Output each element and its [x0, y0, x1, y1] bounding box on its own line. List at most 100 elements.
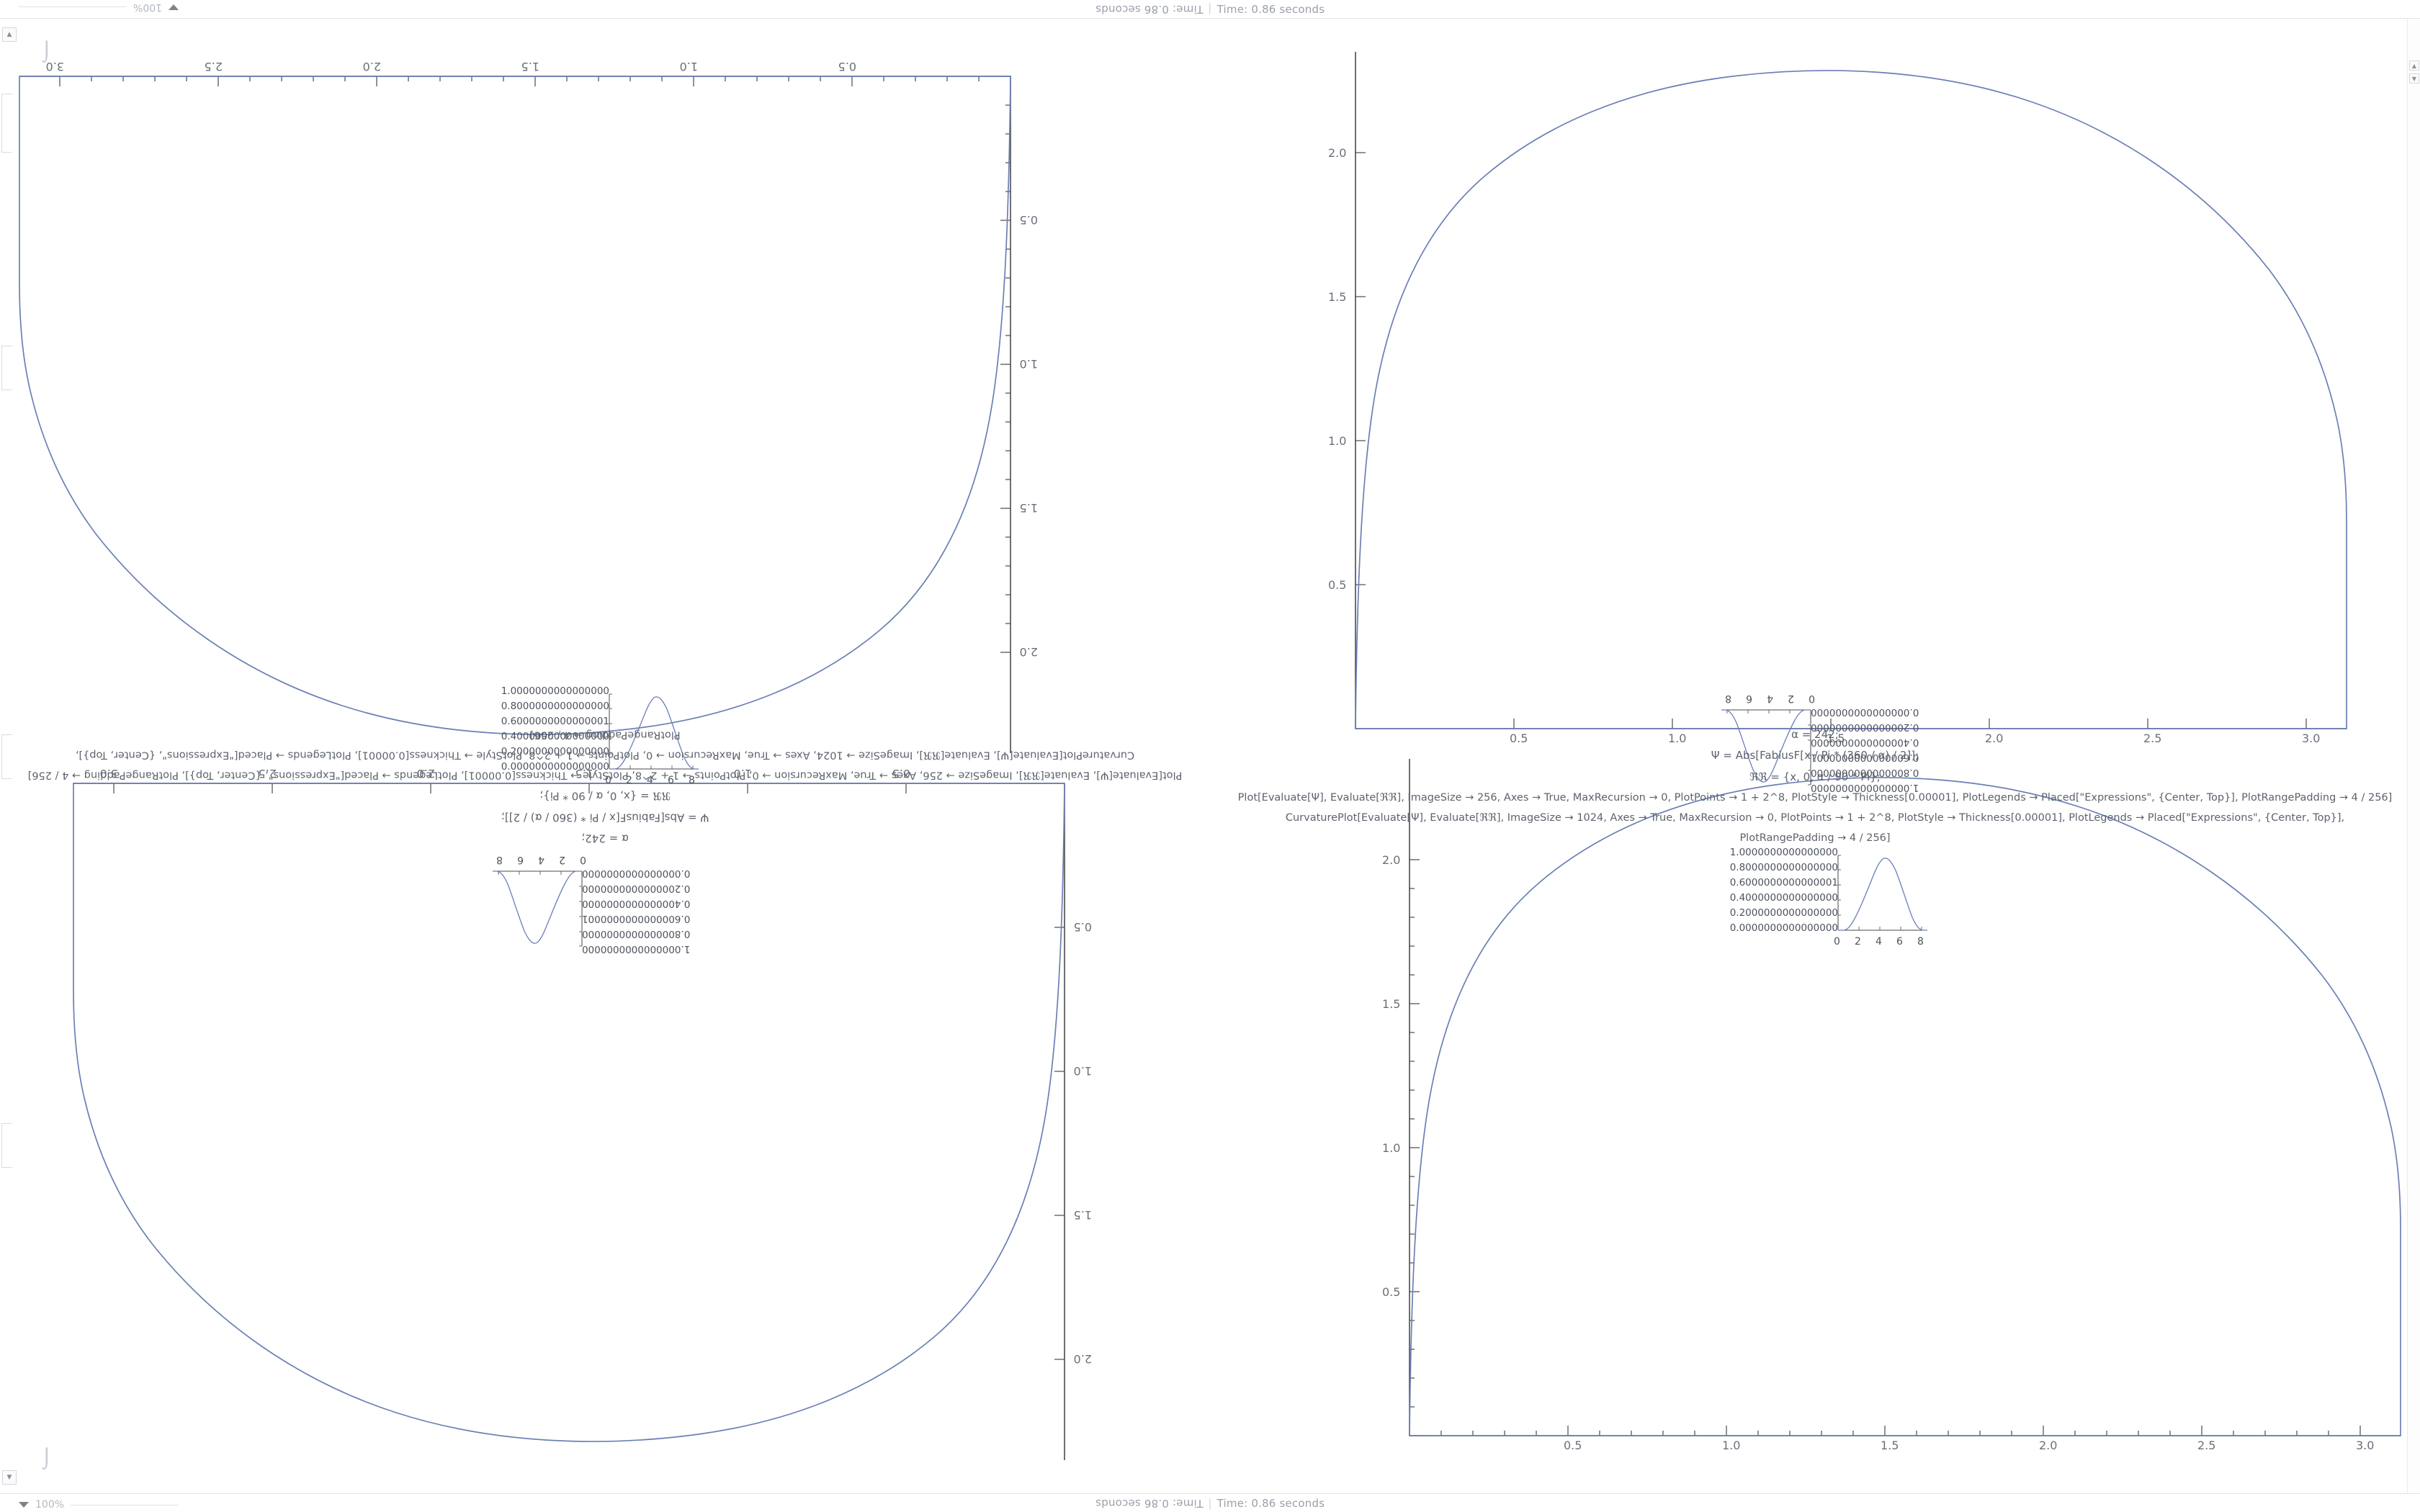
bottom-status-text: Time: 0.86 seconds [1216, 1496, 1325, 1510]
x-tick-label-5: 3.0 [2356, 1439, 2375, 1452]
y-tick-label-3: 2.0 [1382, 853, 1401, 867]
curve-path [19, 76, 1011, 735]
code-line-plot: Plot[Evaluate[Ψ], Evaluate[ℜℜ], ImageSiz… [1237, 791, 2393, 804]
bottom-status-bar: Time: 0.86 seconds | Time: 0.86 seconds [0, 1493, 2420, 1512]
scroll-down-arrow-icon: ▼ [2411, 75, 2417, 82]
code-line-padding: PlotRangePadding → 4 / 256] [1739, 832, 1891, 845]
cell-bracket-top[interactable]: ⌡ [42, 42, 52, 63]
curvature-plot-bottom[interactable]: 0.5 1.0 1.5 2.0 2.5 3.0 0.5 1.0 1.5 2.0 [1372, 756, 2402, 1466]
legend-thumbnail-svg [609, 693, 699, 770]
x-tick-label-4: 2.5 [2197, 1439, 2216, 1452]
legend-x-tick-3: 6 [1896, 936, 1903, 948]
legend-x-tick-1: 2 [1788, 693, 1794, 704]
scroll-down-arrow-icon: ▼ [6, 1474, 12, 1481]
legend-y-tick-5: 1.0000000000000000 [582, 943, 691, 955]
legend-x-tick-0: 0 [1834, 936, 1840, 948]
cell-bracket-rail-4[interactable] [1, 1123, 12, 1168]
zoom-divider-bottom [71, 1504, 179, 1506]
chevron-down-icon[interactable] [169, 4, 179, 10]
plot-legend-thumbnail-upper-left[interactable]: 1.0000000000000000 0.8000000000000000 0.… [484, 685, 707, 793]
legend-y-tick-4: 0.8000000000000000 [1729, 862, 1838, 873]
curvature-plot-top[interactable]: 0.5 1.0 1.5 2.0 2.5 3.0 0.5 1.0 1.5 2.0 [18, 46, 1048, 756]
legend-x-tick-0: 0 [605, 775, 611, 786]
code-line-psi: Ψ = Abs[FabiusF[x / Pi * (360 / α) / 2]]… [1711, 749, 1919, 762]
code-cell-right[interactable]: α = 242; Ψ = Abs[FabiusF[x / Pi * (360 /… [1210, 724, 2420, 849]
legend-x-tick-2: 4 [1767, 693, 1773, 704]
legend-x-tick-4: 8 [1917, 936, 1924, 948]
code-line-plot: Plot[Evaluate[Ψ], Evaluate[ℜℜ], ImageSiz… [27, 769, 1183, 781]
legend-y-tick-2: 0.4000000000000000 [501, 731, 609, 742]
scrollbar-down-arrow[interactable]: ▼ [2409, 73, 2419, 84]
curvature-plot-svg-top [19, 76, 1011, 753]
y-tick-label-1: 1.0 [1382, 1141, 1401, 1155]
vertical-scrollbar[interactable]: ▲ ▼ [2407, 19, 2420, 1493]
curvature-plot-bottom-mirrored[interactable]: 0.5 1.0 1.5 2.0 2.5 3.0 0.5 1.0 1.5 2.0 [72, 756, 1102, 1466]
top-status-bar: Time: 0.86 seconds | Time: 0.86 seconds [0, 0, 2420, 19]
bottom-status-separator: | [1208, 1496, 1212, 1510]
y-tick-label-2: 1.5 [1019, 501, 1038, 515]
legend-x-tick-2: 4 [647, 775, 653, 786]
plot-legend-thumbnail-lower-left[interactable]: 1.0000000000000000 0.8000000000000000 0.… [484, 847, 707, 955]
chevron-up-icon[interactable] [19, 1502, 29, 1508]
cell-bracket-bottom[interactable]: ⌡ [42, 1449, 52, 1470]
x-tick-label-3: 2.0 [362, 60, 381, 73]
legend-y-tick-4: 0.8000000000000000 [501, 701, 609, 712]
cell-bracket-rail-1[interactable] [1, 94, 12, 153]
bottom-status-text-mirrored: Time: 0.86 seconds [1095, 1496, 1204, 1510]
x-axis-ticks [1409, 1426, 2361, 1436]
x-tick-label-1: 1.0 [679, 60, 698, 73]
x-axis-ticks [59, 76, 1011, 86]
y-tick-label-1: 1.0 [1019, 357, 1038, 371]
legend-x-tick-0: 0 [1809, 693, 1815, 704]
code-line-psi: Ψ = Abs[FabiusF[x / Pi * (360 / α) / 2]]… [501, 811, 709, 824]
legend-x-tick-2: 4 [538, 854, 544, 865]
curvature-plot-top-mirrored[interactable]: 0.5 1.0 1.5 2.0 2.5 3.0 0.5 1.0 1.5 2.0 [1318, 46, 2348, 756]
y-tick-label-3: 2.0 [1328, 146, 1347, 160]
scroll-down-button-bottom[interactable]: ▼ [2, 1470, 17, 1485]
page-content-top: 0.5 1.0 1.5 2.0 2.5 3.0 0.5 1.0 1.5 2.0 [0, 19, 2420, 756]
scroll-up-button-top[interactable]: ▲ [2, 27, 17, 42]
legend-x-tick-4: 8 [1725, 693, 1731, 704]
code-line-alpha: α = 242; [1791, 728, 1839, 741]
legend-y-tick-5: 1.0000000000000000 [1729, 847, 1838, 858]
zoom-control-top[interactable]: 100% [19, 1, 179, 13]
y-axis-ticks [1054, 927, 1065, 1360]
scroll-up-arrow-icon: ▲ [6, 31, 12, 38]
curvature-plot-svg-bottom-mirror [73, 783, 1065, 1460]
legend-x-tick-0: 0 [580, 854, 586, 865]
code-line-padding: PlotRangePadding → 4 / 256] [529, 729, 681, 741]
y-tick-label-0: 0.5 [1328, 578, 1347, 592]
curve-path [1355, 70, 2347, 729]
legend-x-tick-3: 6 [1746, 693, 1752, 704]
legend-x-tick-1: 2 [626, 775, 632, 786]
cell-bracket-rail-2[interactable] [1, 346, 12, 390]
x-tick-label-2: 1.5 [1881, 1439, 1899, 1452]
plot-legend-thumbnail-lower-right[interactable]: 1.0000000000000000 0.8000000000000000 0.… [1713, 847, 1936, 955]
legend-y-tick-3: 0.6000000000000001 [1729, 877, 1838, 888]
top-status-separator: | [1208, 2, 1212, 16]
zoom-level-label-bottom: 100% [35, 1499, 65, 1511]
notebook-page-top-rotated: 0.5 1.0 1.5 2.0 2.5 3.0 0.5 1.0 1.5 2.0 [0, 19, 2420, 756]
y-tick-label-2: 1.5 [1382, 997, 1401, 1011]
curve-path [73, 783, 1065, 1442]
cell-bracket-rail-3[interactable] [1, 734, 12, 779]
legend-y-tick-0: 0.0000000000000000 [501, 761, 609, 773]
zoom-control-bottom[interactable]: 100% [19, 1499, 179, 1511]
legend-x-tick-1: 2 [559, 854, 565, 865]
legend-thumbnail-svg [493, 870, 583, 947]
code-cell-left-rotated[interactable]: α = 242; Ψ = Abs[FabiusF[x / Pi * (360 /… [0, 724, 1210, 849]
legend-x-tick-3: 6 [517, 854, 524, 865]
y-tick-label-3: 2.0 [1073, 1352, 1092, 1366]
plot-legend-thumbnail-upper-right[interactable]: 1.0000000000000000 0.8000000000000000 0.… [1713, 685, 1936, 793]
scrollbar-up-arrow[interactable]: ▲ [2409, 60, 2419, 71]
code-line-curvatureplot: CurvaturePlot[Evaluate[Ψ], Evaluate[ℜℜ],… [75, 749, 1135, 761]
legend-y-tick-4: 0.8000000000000000 [582, 928, 691, 940]
legend-y-tick-2: 0.4000000000000000 [582, 898, 691, 909]
x-tick-label-0: 0.5 [1564, 1439, 1582, 1452]
x-tick-label-4: 2.5 [204, 60, 223, 73]
legend-thumbnail-svg [1837, 855, 1927, 931]
x-tick-label-0: 0.5 [838, 60, 856, 73]
code-line-range: ℜℜ = {x, 0, α / 90 * Pi}; [1749, 770, 1881, 783]
legend-y-tick-5: 1.0000000000000000 [501, 685, 609, 697]
legend-y-tick-0: 0.0000000000000000 [1729, 922, 1838, 934]
